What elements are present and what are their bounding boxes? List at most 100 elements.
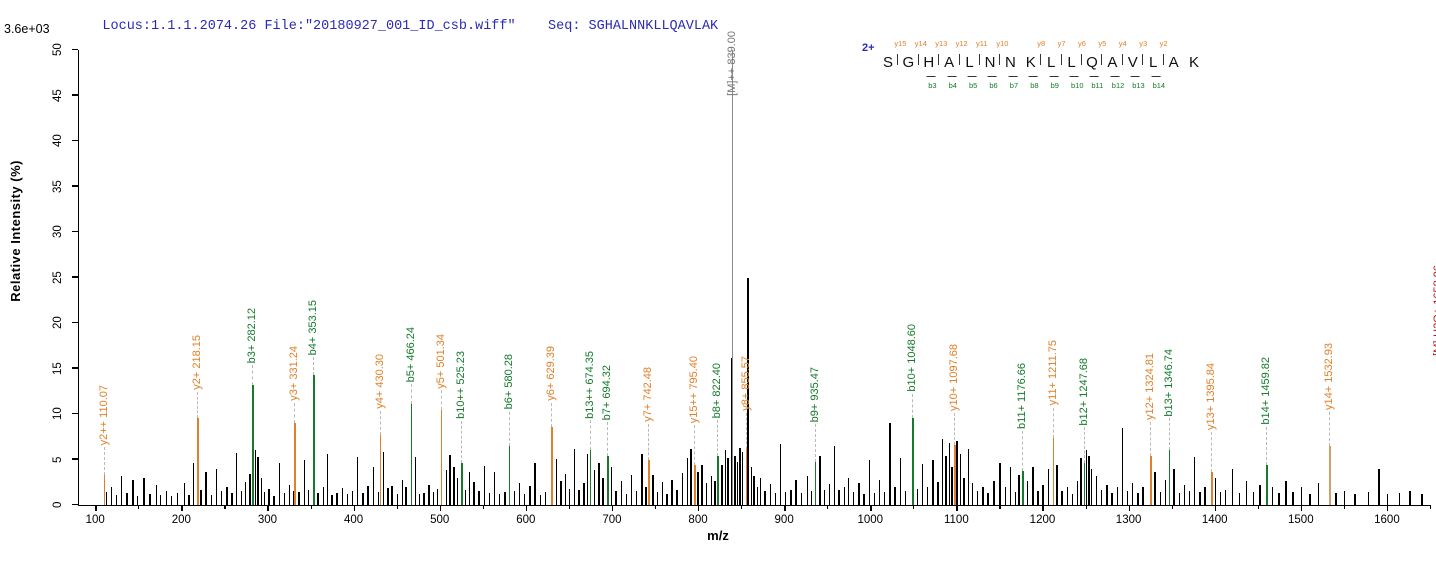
spectrum-peak bbox=[293, 491, 295, 505]
y-ion-label: y15 bbox=[894, 39, 907, 48]
spectrum-peak bbox=[382, 452, 385, 505]
spectrum-peak bbox=[1132, 483, 1134, 505]
annotated-peak bbox=[745, 448, 748, 505]
spectrum-peak bbox=[681, 473, 684, 505]
spectrum-peak bbox=[1071, 494, 1074, 505]
spectrum-peak bbox=[1026, 481, 1029, 505]
spectrum-peak bbox=[326, 454, 329, 505]
spectrum-peak bbox=[288, 484, 291, 505]
spectrum-peak bbox=[760, 477, 762, 505]
spectrum-peak bbox=[414, 456, 417, 505]
annotated-peak bbox=[694, 464, 696, 505]
spectrum-peak bbox=[1106, 484, 1108, 505]
spectrum-peak bbox=[428, 484, 430, 505]
spectrum-peak bbox=[598, 463, 600, 505]
spectrum-peak bbox=[838, 489, 840, 505]
x-axis-tick-label: 1400 bbox=[1201, 514, 1228, 526]
spectrum-peak bbox=[967, 448, 969, 505]
y-ion-marker bbox=[1040, 54, 1050, 65]
spectrum-peak bbox=[322, 486, 324, 505]
peak-label: b4+ 353.15 bbox=[307, 299, 320, 355]
y-axis-tick bbox=[72, 458, 78, 460]
spectrum-peak bbox=[730, 357, 733, 505]
peak-label: [M]++ 839.00 bbox=[725, 30, 738, 96]
spectrum-peak bbox=[1159, 492, 1161, 505]
peak-label: y14+ 1532.93 bbox=[1323, 342, 1336, 410]
annotated-peak bbox=[508, 445, 511, 505]
spectrum-peak bbox=[863, 494, 865, 505]
sequence-residue: L bbox=[1047, 54, 1056, 71]
label-connector bbox=[313, 356, 315, 375]
spectrum-peak bbox=[136, 495, 138, 505]
spectrum-peak bbox=[1066, 486, 1068, 505]
y-ion-label: y13 bbox=[935, 39, 948, 48]
spectrum-peak bbox=[1194, 456, 1196, 505]
spectrum-peak bbox=[1278, 493, 1280, 505]
spectrum-peak bbox=[1095, 475, 1098, 505]
spectrum-peak bbox=[240, 491, 243, 505]
header-line: Locus:1.1.1.2074.26 File:"20180927_001_I… bbox=[70, 4, 718, 49]
sequence-residue: K bbox=[1025, 54, 1036, 71]
spectrum-peak bbox=[568, 488, 571, 505]
spectrum-peak bbox=[686, 457, 689, 505]
spectrum-peak bbox=[483, 465, 485, 505]
spectrum-peak bbox=[372, 466, 374, 505]
y-axis-tick bbox=[72, 276, 78, 278]
peak-label: [M]-H2O+ 1658.96 bbox=[1431, 264, 1436, 356]
spectrum-peak bbox=[1378, 468, 1380, 505]
spectrum-peak bbox=[956, 441, 958, 505]
label-connector bbox=[607, 421, 609, 456]
spectrum-peak bbox=[1409, 491, 1411, 505]
spectrum-peak bbox=[586, 454, 589, 505]
annotated-peak bbox=[294, 423, 296, 505]
spectrum-peak bbox=[810, 491, 813, 505]
spectrum-peak bbox=[641, 454, 643, 505]
spectrum-peak bbox=[419, 494, 421, 505]
annotated-peak bbox=[1329, 445, 1331, 505]
y-ion-marker bbox=[1101, 54, 1111, 65]
spectrum-peak bbox=[249, 474, 251, 505]
y-ion-label: y7 bbox=[1057, 39, 1066, 48]
spectrum-peak bbox=[1042, 484, 1044, 505]
spectrum-peak bbox=[671, 479, 673, 505]
sequence-residue: K bbox=[1188, 54, 1199, 71]
x-axis-tick bbox=[611, 505, 614, 511]
spectrum-peak bbox=[171, 495, 173, 505]
spectrum-peak bbox=[518, 483, 521, 505]
spectrum-peak bbox=[779, 444, 782, 505]
spectrum-peak bbox=[210, 495, 212, 505]
spectrum-peak bbox=[1231, 468, 1234, 505]
peak-label: y2++ 110.07 bbox=[97, 384, 110, 445]
x-axis-tick-label: 1600 bbox=[1374, 514, 1400, 526]
spectrum-peak bbox=[1164, 479, 1167, 505]
y-axis-tick bbox=[72, 230, 78, 232]
x-axis-tick-minor bbox=[654, 505, 657, 509]
spectrum-peak bbox=[396, 494, 398, 505]
label-connector bbox=[694, 424, 696, 465]
y-axis-tick bbox=[72, 321, 78, 323]
annotated-peak bbox=[589, 450, 592, 505]
spectrum-peak bbox=[200, 490, 202, 505]
x-axis-tick bbox=[1300, 505, 1303, 511]
spectrum-peak bbox=[226, 486, 228, 505]
spectrum-peak bbox=[583, 483, 585, 505]
x-axis-tick-minor bbox=[224, 505, 226, 509]
spectrum-peak bbox=[254, 450, 256, 505]
spectrum-peak bbox=[843, 486, 845, 505]
peptide-sequence-text: SGHALNNKLLQAVLAK bbox=[588, 19, 719, 34]
spectrum-peak bbox=[367, 485, 369, 505]
x-axis-tick-label: 1200 bbox=[1029, 514, 1056, 526]
peak-label: b6+ 580.28 bbox=[502, 354, 515, 410]
spectrum-peak bbox=[401, 480, 404, 505]
y-ion-marker bbox=[1162, 54, 1173, 65]
label-connector bbox=[1168, 418, 1170, 451]
x-axis-tick-minor bbox=[396, 505, 398, 509]
spectrum-peak bbox=[464, 489, 467, 505]
annotated-peak bbox=[912, 417, 914, 505]
sequence-residue: A bbox=[944, 54, 955, 71]
spectrum-peak bbox=[611, 466, 613, 505]
spectrum-peak bbox=[215, 468, 218, 505]
spectrum-peak bbox=[828, 484, 831, 505]
annotated-peak bbox=[1211, 472, 1213, 505]
